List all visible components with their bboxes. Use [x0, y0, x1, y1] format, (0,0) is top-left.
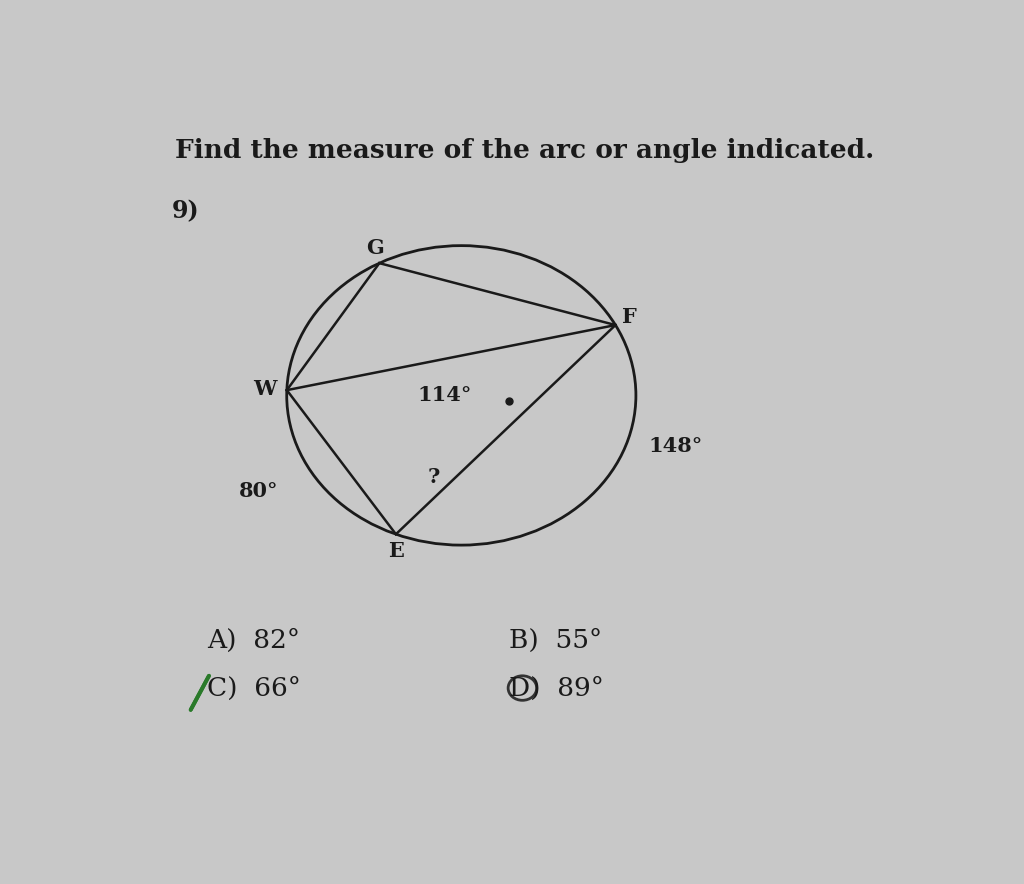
Text: ?: ?: [427, 467, 439, 487]
Text: E: E: [388, 541, 403, 561]
Text: D)  89°: D) 89°: [509, 675, 604, 700]
Text: B)  55°: B) 55°: [509, 628, 602, 653]
Text: 148°: 148°: [648, 437, 702, 456]
Text: W: W: [253, 378, 276, 399]
Text: F: F: [623, 307, 637, 327]
Text: C)  66°: C) 66°: [207, 675, 301, 700]
Text: 9): 9): [172, 200, 200, 224]
Text: Find the measure of the arc or angle indicated.: Find the measure of the arc or angle ind…: [175, 138, 874, 163]
Text: A)  82°: A) 82°: [207, 628, 300, 653]
Text: G: G: [367, 238, 384, 258]
Text: 114°: 114°: [418, 385, 472, 406]
Text: 80°: 80°: [240, 481, 279, 500]
